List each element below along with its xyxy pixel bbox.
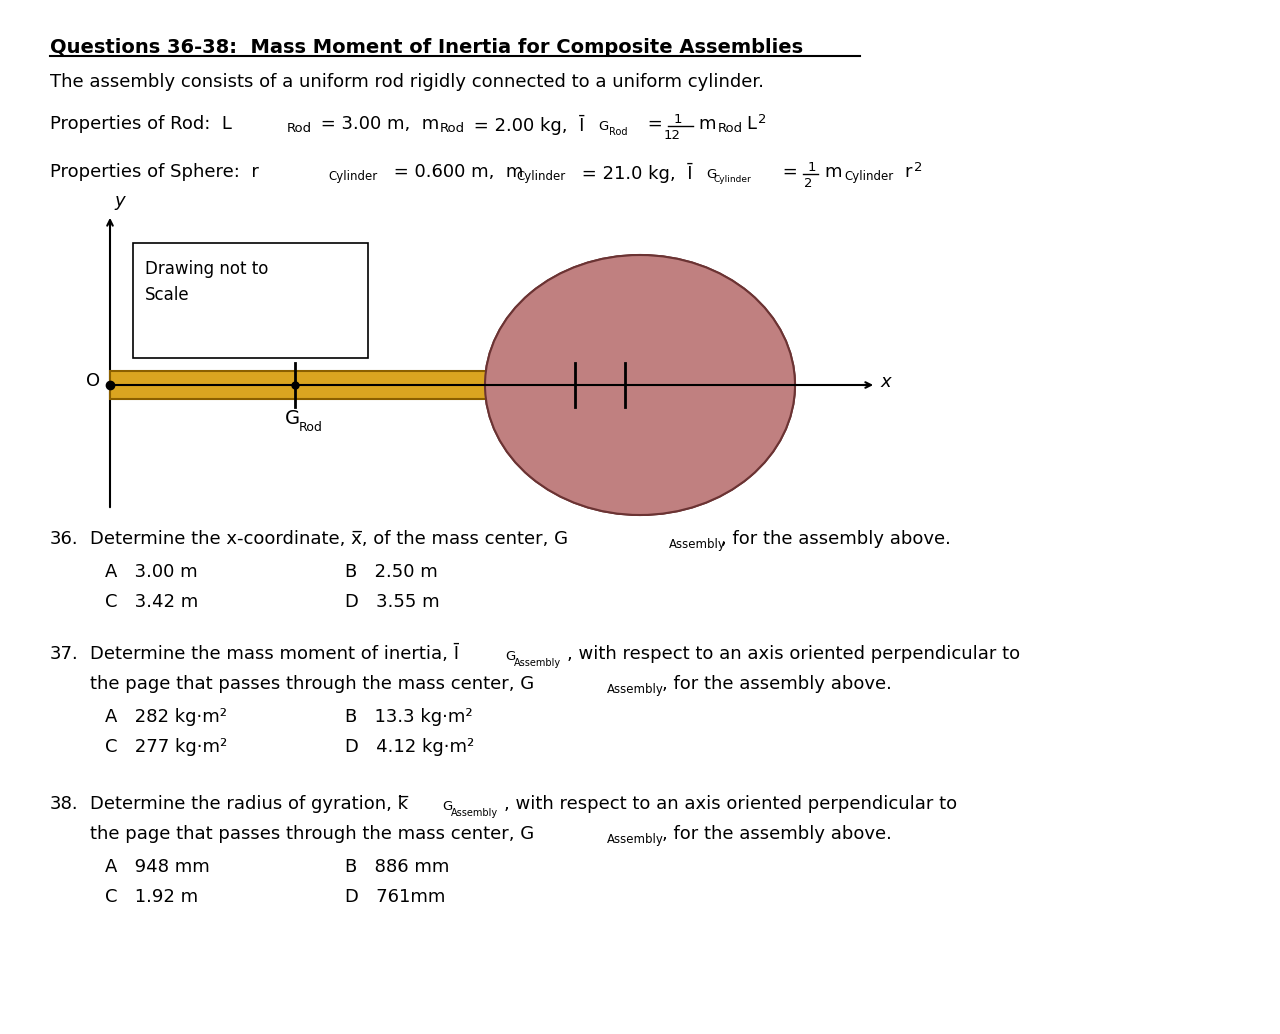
Text: = 21.0 kg,  Ī: = 21.0 kg, Ī [576, 163, 692, 183]
Text: = 3.00 m,  m: = 3.00 m, m [315, 115, 439, 133]
Text: Assembly: Assembly [607, 683, 664, 696]
Text: , for the assembly above.: , for the assembly above. [662, 675, 892, 693]
Text: Determine the x-coordinate, x̅, of the mass center, G: Determine the x-coordinate, x̅, of the m… [90, 530, 568, 548]
Text: Cylinder: Cylinder [328, 170, 378, 183]
Text: Assembly: Assembly [607, 833, 664, 846]
Ellipse shape [485, 255, 795, 515]
Text: A   3.00 m: A 3.00 m [105, 562, 197, 581]
Bar [110, 371, 780, 399]
Text: Cylinder: Cylinder [844, 170, 893, 183]
Text: Properties of Rod:  L: Properties of Rod: L [50, 115, 232, 133]
Text: x: x [881, 373, 891, 391]
Text: O: O [86, 372, 100, 390]
Text: Assembly: Assembly [515, 658, 561, 668]
Text: G: G [598, 120, 608, 133]
Text: Assembly: Assembly [669, 538, 726, 551]
Text: C   3.42 m: C 3.42 m [105, 594, 198, 611]
Text: = 2.00 kg,  Ī: = 2.00 kg, Ī [468, 115, 585, 135]
Text: Questions 36-38:  Mass Moment of Inertia for Composite Assemblies: Questions 36-38: Mass Moment of Inertia … [50, 38, 803, 57]
Text: G: G [506, 650, 516, 663]
Text: r: r [904, 163, 911, 181]
Text: y: y [114, 192, 124, 210]
Text: B   13.3 kg·m²: B 13.3 kg·m² [346, 708, 472, 726]
Text: A   948 mm: A 948 mm [105, 858, 210, 876]
Text: Determine the mass moment of inertia, Ī: Determine the mass moment of inertia, Ī [90, 645, 460, 663]
Text: Assembly: Assembly [573, 421, 634, 434]
Text: C   1.92 m: C 1.92 m [105, 888, 198, 906]
Text: Cylinder: Cylinder [516, 170, 566, 183]
Text: D   4.12 kg·m²: D 4.12 kg·m² [346, 738, 475, 756]
Text: G: G [564, 409, 580, 428]
Text: the page that passes through the mass center, G: the page that passes through the mass ce… [90, 675, 534, 693]
Text: C   277 kg·m²: C 277 kg·m² [105, 738, 228, 756]
Text: , for the assembly above.: , for the assembly above. [662, 825, 892, 843]
Text: B   2.50 m: B 2.50 m [346, 562, 438, 581]
Text: Properties of Sphere:  r: Properties of Sphere: r [50, 163, 259, 181]
Text: 12: 12 [664, 129, 681, 142]
Text: 2: 2 [914, 161, 923, 174]
Text: , with respect to an axis oriented perpendicular to: , with respect to an axis oriented perpe… [504, 795, 957, 813]
FancyBboxPatch shape [133, 243, 369, 358]
Text: 2: 2 [758, 113, 767, 126]
Text: Rod: Rod [440, 122, 465, 135]
Text: =: = [777, 163, 797, 181]
Text: Cylinder: Cylinder [631, 421, 682, 434]
Text: B   886 mm: B 886 mm [346, 858, 449, 876]
Text: Cylinder: Cylinder [714, 175, 751, 184]
Text: The assembly consists of a uniform rod rigidly connected to a uniform cylinder.: The assembly consists of a uniform rod r… [50, 73, 764, 91]
Text: , with respect to an axis oriented perpendicular to: , with respect to an axis oriented perpe… [567, 645, 1020, 663]
Text: G: G [285, 409, 300, 428]
Text: G: G [707, 168, 717, 181]
Text: Assembly: Assembly [451, 808, 498, 818]
Text: = 0.600 m,  m: = 0.600 m, m [388, 163, 524, 181]
Text: the page that passes through the mass center, G: the page that passes through the mass ce… [90, 825, 534, 843]
Text: L: L [746, 115, 756, 133]
Text: A   282 kg·m²: A 282 kg·m² [105, 708, 227, 726]
Text: 36.: 36. [50, 530, 78, 548]
Text: Determine the radius of gyration, k̅: Determine the radius of gyration, k̅ [90, 795, 408, 813]
Text: m: m [698, 115, 716, 133]
Text: Rod: Rod [609, 127, 627, 136]
Text: D   761mm: D 761mm [346, 888, 445, 906]
Text: 38.: 38. [50, 795, 78, 813]
Ellipse shape [485, 255, 795, 515]
Text: 1: 1 [808, 161, 817, 174]
Text: Rod: Rod [287, 122, 312, 135]
Text: Drawing not to
Scale: Drawing not to Scale [145, 260, 269, 304]
Text: G: G [442, 800, 452, 813]
Text: m: m [824, 163, 841, 181]
Text: , for the assembly above.: , for the assembly above. [721, 530, 951, 548]
Text: Rod: Rod [300, 421, 323, 434]
Text: =: = [643, 115, 663, 133]
Text: G: G [621, 409, 636, 428]
Text: Rod: Rod [718, 122, 744, 135]
Text: D   3.55 m: D 3.55 m [346, 594, 439, 611]
Text: 1: 1 [675, 113, 682, 126]
Text: 37.: 37. [50, 645, 79, 663]
Text: 2: 2 [804, 177, 813, 190]
